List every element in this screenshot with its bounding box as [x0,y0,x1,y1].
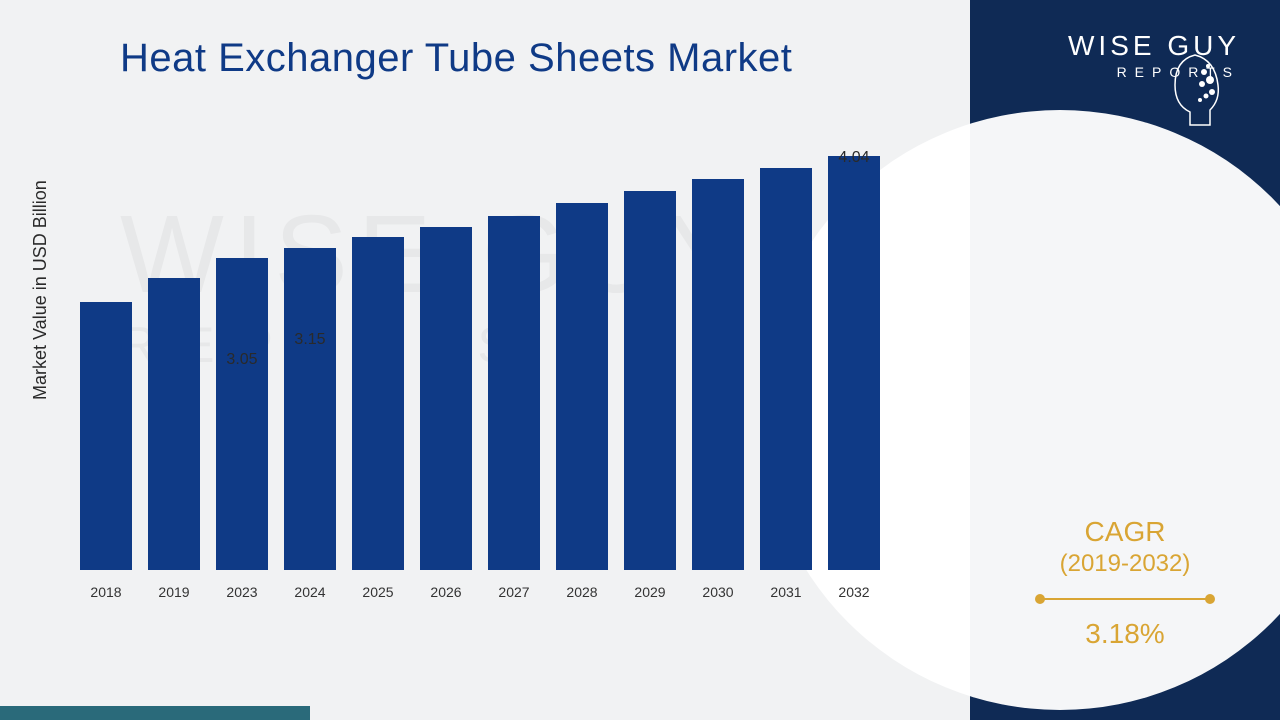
bar [624,191,676,570]
cagr-block: CAGR (2019-2032) 3.18% [1025,516,1225,650]
bar-wrap [420,227,472,570]
x-label: 2018 [80,584,132,600]
bars-container: 3.05 3.15 4.04 [80,140,880,570]
x-label: 2028 [556,584,608,600]
bar-chart: 3.05 3.15 4.04 2018 2019 2023 2024 2025 2026 202… [80,140,880,600]
bar-wrap [352,237,404,570]
bar [760,168,812,570]
x-label: 2032 [828,584,880,600]
cagr-range: (2019-2032) [1025,550,1225,578]
x-axis-labels: 2018 2019 2023 2024 2025 2026 2027 2028 2029 2030… [80,584,880,600]
bar [692,179,744,570]
x-label: 2027 [488,584,540,600]
bar-value-label: 3.05 [216,351,268,369]
x-label: 2029 [624,584,676,600]
bar [556,203,608,570]
x-label: 2023 [216,584,268,600]
y-axis-label: Market Value in USD Billion [30,180,51,400]
bar-wrap [80,302,132,570]
bottom-accent-bar [0,706,310,720]
cagr-divider [1040,598,1210,600]
bar [420,227,472,570]
logo-head-icon [1160,50,1230,130]
bar-wrap [624,191,676,570]
chart-title: Heat Exchanger Tube Sheets Market [120,36,792,81]
bar-wrap [488,216,540,570]
bar-wrap [760,168,812,570]
bar-wrap: 3.15 [284,248,336,571]
bar [828,156,880,570]
bar [148,278,200,570]
brand-logo: WISE GUY REPORTS [1068,30,1240,80]
bar-wrap: 3.05 [216,258,268,570]
x-label: 2026 [420,584,472,600]
x-label: 2024 [284,584,336,600]
bar [488,216,540,570]
bar [80,302,132,570]
x-label: 2031 [760,584,812,600]
x-label: 2019 [148,584,200,600]
bar-wrap [556,203,608,570]
cagr-label: CAGR [1025,516,1225,548]
bar [284,248,336,571]
bar-value-label: 4.04 [828,149,880,167]
bar-wrap [692,179,744,570]
bar [352,237,404,570]
cagr-value: 3.18% [1025,618,1225,650]
bar-wrap: 4.04 [828,156,880,570]
bar-value-label: 3.15 [284,331,336,349]
bar [216,258,268,570]
x-label: 2030 [692,584,744,600]
bar-wrap [148,278,200,570]
x-label: 2025 [352,584,404,600]
